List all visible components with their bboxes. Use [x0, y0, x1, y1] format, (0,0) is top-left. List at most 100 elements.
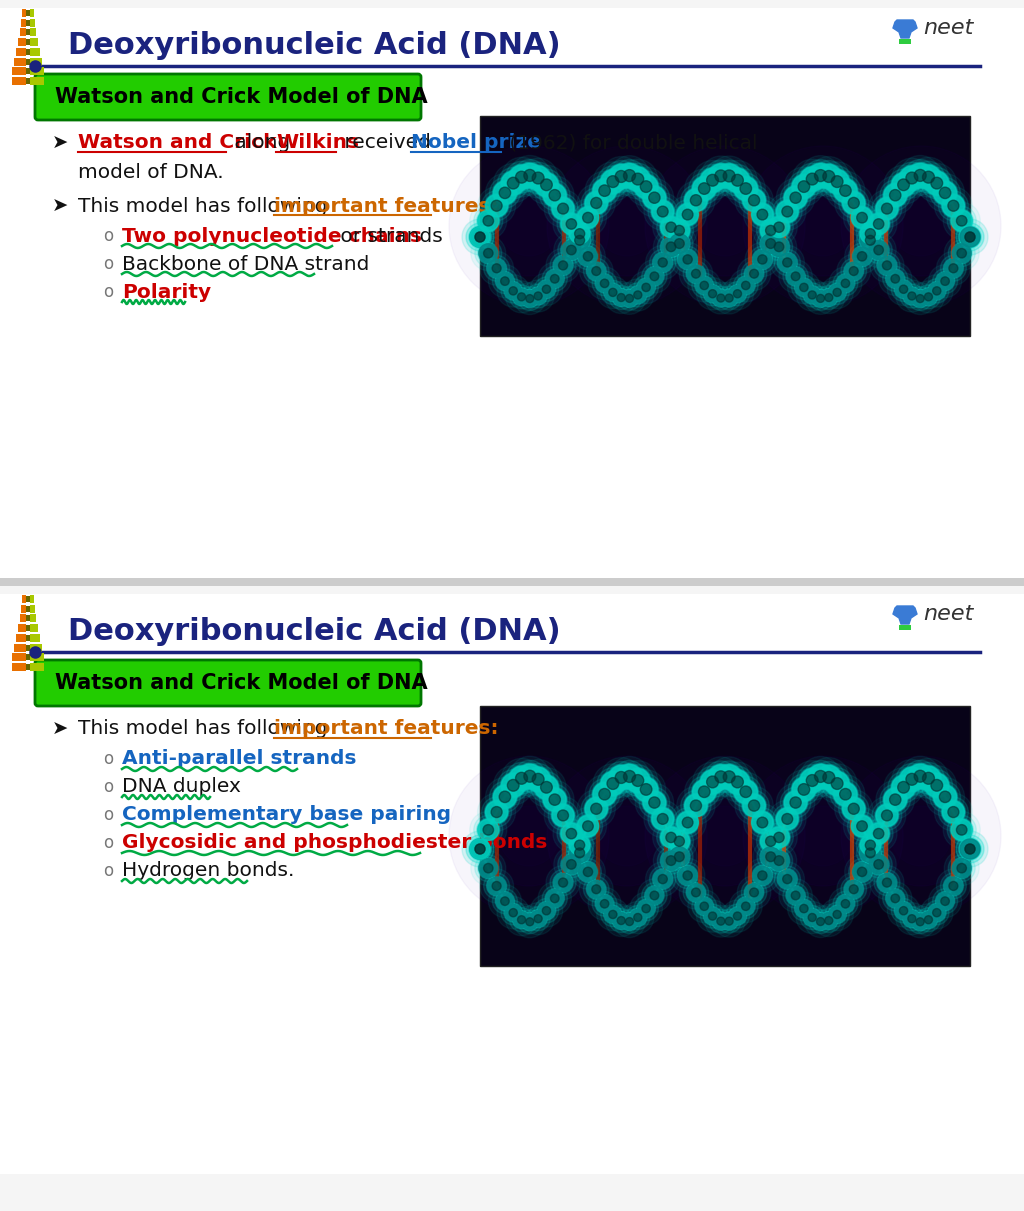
Circle shape	[775, 200, 799, 223]
Circle shape	[475, 844, 485, 854]
Circle shape	[584, 867, 593, 877]
Circle shape	[684, 188, 709, 212]
Circle shape	[597, 196, 657, 256]
Circle shape	[558, 236, 585, 264]
Bar	[30, 643, 42, 652]
Circle shape	[649, 797, 660, 808]
Circle shape	[894, 280, 912, 299]
Circle shape	[709, 286, 733, 310]
Circle shape	[931, 780, 943, 791]
Circle shape	[709, 912, 717, 920]
Circle shape	[652, 808, 674, 830]
Circle shape	[780, 183, 811, 213]
Circle shape	[580, 254, 613, 288]
Circle shape	[908, 909, 932, 934]
Circle shape	[725, 903, 750, 928]
Circle shape	[599, 185, 610, 196]
Circle shape	[793, 761, 833, 800]
Circle shape	[544, 788, 566, 811]
Circle shape	[510, 908, 534, 931]
Circle shape	[911, 289, 929, 308]
Circle shape	[483, 825, 494, 836]
Circle shape	[956, 216, 967, 226]
Circle shape	[950, 819, 973, 842]
Circle shape	[941, 194, 966, 218]
Circle shape	[622, 163, 653, 195]
Circle shape	[753, 823, 788, 860]
Circle shape	[549, 190, 560, 201]
Circle shape	[566, 219, 577, 229]
Circle shape	[656, 823, 685, 851]
Circle shape	[552, 197, 574, 219]
Circle shape	[804, 909, 820, 925]
Circle shape	[676, 202, 699, 226]
Circle shape	[580, 872, 613, 906]
Circle shape	[609, 165, 633, 189]
Circle shape	[774, 866, 801, 893]
Circle shape	[642, 185, 667, 210]
Circle shape	[785, 885, 805, 905]
Circle shape	[835, 790, 872, 828]
Circle shape	[853, 247, 871, 265]
Circle shape	[608, 163, 634, 189]
Circle shape	[907, 763, 933, 790]
Circle shape	[659, 826, 682, 849]
Circle shape	[669, 220, 689, 241]
Circle shape	[737, 277, 755, 294]
Circle shape	[947, 815, 976, 844]
Circle shape	[707, 174, 719, 186]
Circle shape	[622, 764, 653, 797]
Circle shape	[777, 869, 798, 889]
Circle shape	[585, 171, 624, 211]
Circle shape	[502, 758, 542, 798]
Circle shape	[546, 270, 563, 287]
Circle shape	[860, 815, 897, 853]
Circle shape	[471, 850, 506, 885]
Circle shape	[833, 911, 842, 919]
Circle shape	[696, 767, 728, 798]
Circle shape	[848, 197, 859, 208]
Circle shape	[852, 834, 888, 871]
Circle shape	[518, 287, 542, 310]
Circle shape	[843, 191, 865, 214]
Circle shape	[607, 777, 618, 790]
Circle shape	[493, 264, 501, 272]
Circle shape	[645, 246, 680, 280]
Bar	[26, 58, 30, 64]
Circle shape	[939, 791, 951, 803]
Circle shape	[478, 820, 499, 840]
Text: o: o	[103, 750, 113, 768]
Circle shape	[840, 788, 851, 800]
Circle shape	[543, 285, 551, 293]
Circle shape	[568, 229, 591, 251]
Bar	[30, 78, 44, 85]
Circle shape	[750, 246, 775, 272]
Circle shape	[557, 819, 586, 848]
Circle shape	[653, 869, 672, 888]
Text: Deoxyribonucleic Acid (DNA): Deoxyribonucleic Acid (DNA)	[68, 618, 560, 647]
Circle shape	[631, 171, 662, 202]
Circle shape	[869, 241, 888, 259]
Circle shape	[797, 764, 828, 797]
Circle shape	[777, 252, 798, 272]
Bar	[26, 635, 30, 641]
Circle shape	[501, 277, 509, 286]
Circle shape	[899, 907, 907, 914]
Circle shape	[679, 876, 713, 909]
Circle shape	[883, 266, 908, 292]
Circle shape	[578, 207, 599, 229]
Circle shape	[778, 869, 797, 888]
Circle shape	[510, 155, 550, 195]
Circle shape	[685, 794, 708, 816]
Circle shape	[925, 901, 949, 925]
Circle shape	[865, 235, 876, 245]
Bar	[0, 578, 1024, 586]
Polygon shape	[893, 21, 918, 38]
Circle shape	[562, 834, 598, 871]
Circle shape	[912, 903, 944, 936]
Circle shape	[736, 276, 755, 294]
Circle shape	[708, 764, 734, 790]
Circle shape	[813, 281, 845, 314]
Bar	[15, 633, 26, 642]
Circle shape	[604, 283, 623, 302]
